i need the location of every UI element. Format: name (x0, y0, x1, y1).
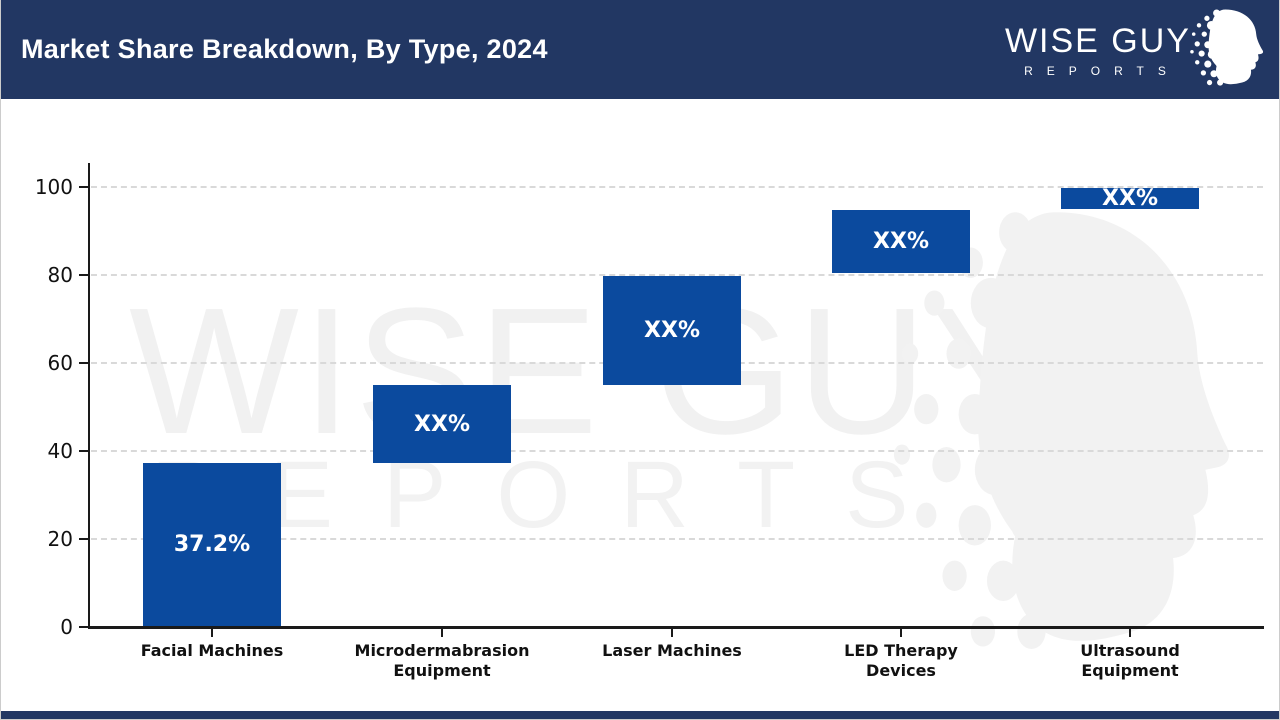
logo-text: WISE GUY REPORTS (1005, 22, 1191, 78)
watermark-head-icon (893, 212, 1229, 650)
x-tick-mark-led-therapy-devices (900, 629, 902, 637)
logo-wiseguy-label: WISE GUY (1004, 22, 1191, 60)
bar-laser-machines: XX% (603, 276, 741, 386)
y-tick-mark-20 (79, 537, 88, 540)
x-category-label-facial-machines: Facial Machines (140, 641, 284, 660)
gridline-80 (91, 274, 1263, 277)
y-tick-label: 40 (47, 438, 73, 463)
bar-value-label: XX% (873, 228, 929, 254)
x-tick-mark-laser-machines (671, 629, 673, 637)
bar-facial-machines: 37.2% (143, 463, 281, 627)
bar-value-label: XX% (414, 411, 470, 437)
x-category-label-ultrasound-equipment: Ultrasound Equipment (1080, 641, 1180, 680)
bar-value-label: XX% (644, 318, 700, 344)
gridline-40 (91, 449, 1263, 452)
page-title: Market Share Breakdown, By Type, 2024 (21, 34, 548, 64)
x-axis-line (88, 626, 1264, 629)
y-axis-line (88, 163, 90, 629)
y-tick-mark-100 (79, 186, 88, 189)
x-tick-mark-microdermabrasion-equipment (441, 629, 443, 637)
x-category-label-microdermabrasion-equipment: Microdermabrasion Equipment (354, 641, 530, 680)
y-tick-label: 60 (47, 351, 73, 375)
x-tick-mark-ultrasound-equipment (1129, 629, 1131, 637)
bar-value-label: XX% (1102, 185, 1158, 211)
watermark-text-wiseguy: WISE GUY (129, 271, 1054, 472)
y-tick-label: 0 (60, 614, 73, 639)
header-bar: Market Share Breakdown, By Type, 2024 WI… (1, 0, 1279, 99)
wiseguy-head-icon (1190, 9, 1264, 86)
wiseguy-logo: WISE GUY REPORTS (1005, 4, 1271, 96)
x-category-label-laser-machines: Laser Machines (602, 641, 742, 660)
bar-led-therapy-devices: XX% (832, 209, 970, 273)
y-tick-label: 80 (47, 263, 73, 288)
bar-microdermabrasion-equipment: XX% (373, 385, 511, 464)
bar-value-label: 37.2% (173, 532, 251, 558)
bar-ultrasound-equipment: XX% (1061, 185, 1199, 211)
y-tick-mark-0 (79, 625, 88, 628)
footer-bar (1, 711, 1279, 719)
x-tick-mark-facial-machines (211, 629, 213, 637)
y-tick-mark-60 (79, 362, 88, 364)
y-tick-label: 100 (34, 175, 73, 200)
gridline-100 (91, 186, 1263, 189)
logo-reports-label: REPORTS (1024, 64, 1180, 78)
y-tick-mark-80 (79, 274, 88, 277)
x-category-label-led-therapy-devices: LED Therapy Devices (844, 641, 958, 680)
y-tick-label: 20 (47, 526, 73, 551)
y-tick-mark-40 (79, 449, 88, 452)
gridline-20 (91, 537, 1263, 540)
